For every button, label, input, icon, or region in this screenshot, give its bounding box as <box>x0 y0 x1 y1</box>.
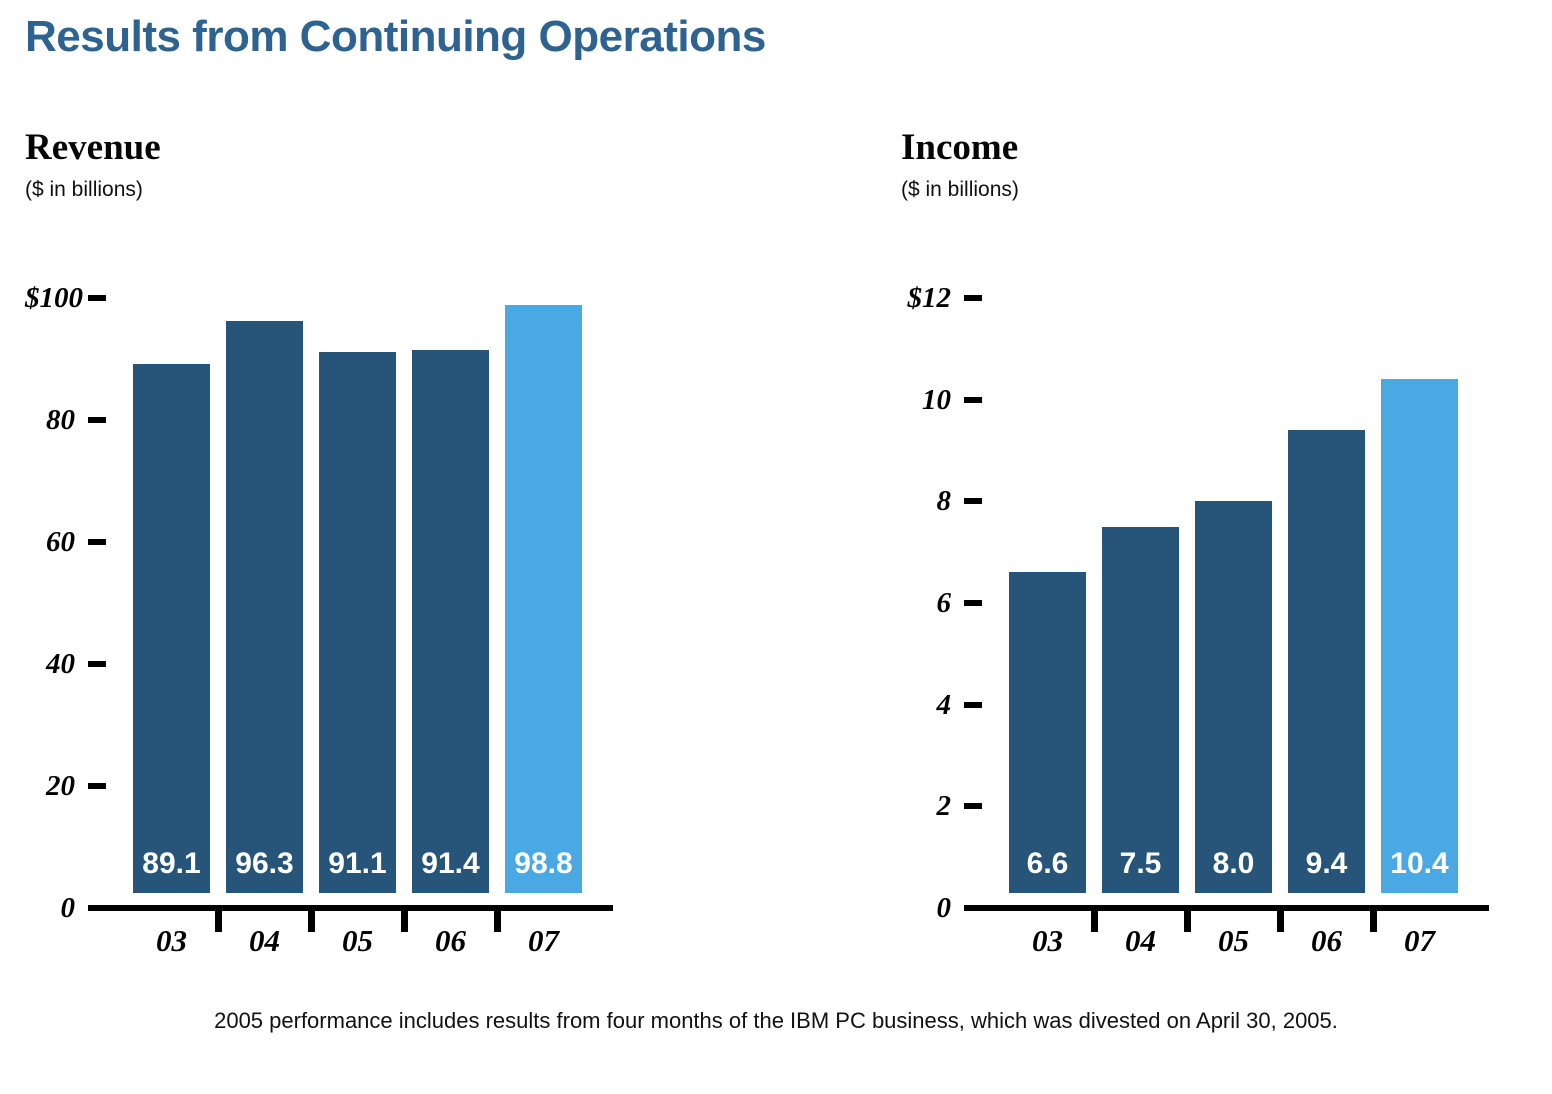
x-axis-line <box>88 905 613 911</box>
bar-value-label: 96.3 <box>235 847 294 880</box>
revenue-chart: Revenue ($ in billions) $100 80 60 40 20 0 89.… <box>25 127 615 988</box>
bar-value-label: 9.4 <box>1305 847 1348 880</box>
y-axis-label: 40 <box>46 648 75 680</box>
bar-03: 6.6 <box>1009 572 1086 893</box>
income-chart: Income ($ in billions) $12 10 8 6 4 2 0 6.6 03 7.… <box>901 127 1491 988</box>
y-axis-tick <box>88 417 106 423</box>
y-axis-label: 20 <box>46 770 75 802</box>
y-axis-tick <box>964 803 982 810</box>
x-axis-label: 03 <box>156 923 187 958</box>
x-axis-label: 05 <box>342 923 373 958</box>
x-axis-label: 07 <box>528 923 559 958</box>
bar-value-label: 89.1 <box>142 847 201 880</box>
y-axis-tick <box>88 295 106 301</box>
x-axis-label: 06 <box>1311 923 1342 958</box>
y-axis-tick <box>964 396 982 403</box>
revenue-chart-title: Revenue <box>25 127 161 168</box>
y-axis-label: 10 <box>922 383 951 416</box>
y-axis-label: 80 <box>46 404 75 436</box>
x-axis-tick <box>1277 911 1284 932</box>
y-axis-tick <box>88 661 106 667</box>
revenue-chart-subtitle: ($ in billions) <box>25 177 143 201</box>
x-axis-tick <box>1370 911 1377 932</box>
income-chart-subtitle: ($ in billions) <box>901 177 1019 201</box>
bar-value-label: 91.4 <box>421 847 480 880</box>
x-axis-label: 03 <box>1032 923 1063 958</box>
x-axis-label: 07 <box>1404 923 1435 958</box>
bar-05: 8.0 <box>1195 501 1272 893</box>
income-plot: $12 10 8 6 4 2 0 6.6 03 7.5 04 8.0 05 9.4 06 10.4 07 <box>901 270 1491 980</box>
y-axis-label: 2 <box>936 790 952 823</box>
x-axis-label: 04 <box>1125 923 1156 958</box>
x-axis-tick <box>1184 911 1191 932</box>
x-axis-label: 06 <box>435 923 466 958</box>
bar-value-label: 7.5 <box>1119 847 1162 880</box>
bar-06: 91.4 <box>412 350 489 893</box>
y-axis-label: 0 <box>60 892 76 924</box>
x-axis-line <box>964 905 1489 911</box>
bar-07: 98.8 <box>505 305 582 893</box>
y-axis-label: 8 <box>936 485 952 518</box>
y-axis-label: $12 <box>907 282 952 314</box>
x-axis-tick <box>494 911 501 932</box>
bar-06: 9.4 <box>1288 430 1365 893</box>
y-axis-label: 60 <box>46 526 75 558</box>
footnote: 2005 performance includes results from f… <box>214 1008 1338 1033</box>
bar-value-label: 98.8 <box>514 847 573 880</box>
y-axis-label: 0 <box>936 892 952 924</box>
y-axis-tick <box>88 783 106 789</box>
x-axis-tick <box>308 911 315 932</box>
page-title: Results from Continuing Operations <box>25 12 766 61</box>
x-axis-tick <box>215 911 222 932</box>
y-axis-tick <box>88 539 106 545</box>
bar-07: 10.4 <box>1381 379 1458 893</box>
y-axis-tick <box>964 498 982 505</box>
bar-05: 91.1 <box>319 352 396 893</box>
bar-04: 7.5 <box>1102 527 1179 893</box>
bar-04: 96.3 <box>226 321 303 893</box>
bar-value-label: 8.0 <box>1212 847 1255 880</box>
bar-03: 89.1 <box>133 364 210 893</box>
x-axis-tick <box>1091 911 1098 932</box>
x-axis-tick <box>401 911 408 932</box>
bar-value-label: 91.1 <box>328 847 387 880</box>
y-axis-label: 4 <box>936 688 952 721</box>
y-axis-tick <box>964 701 982 708</box>
x-axis-label: 04 <box>249 923 280 958</box>
revenue-plot: $100 80 60 40 20 0 89.1 03 96.3 04 91.1 05 91.4 06 98.… <box>25 270 615 980</box>
y-axis-label: 6 <box>936 587 952 619</box>
bar-value-label: 10.4 <box>1390 847 1449 880</box>
y-axis-tick <box>964 295 982 301</box>
y-axis-tick <box>964 600 982 606</box>
y-axis-label: $100 <box>25 282 83 314</box>
bar-value-label: 6.6 <box>1026 847 1069 880</box>
x-axis-label: 05 <box>1218 923 1249 958</box>
income-chart-title: Income <box>901 127 1019 168</box>
